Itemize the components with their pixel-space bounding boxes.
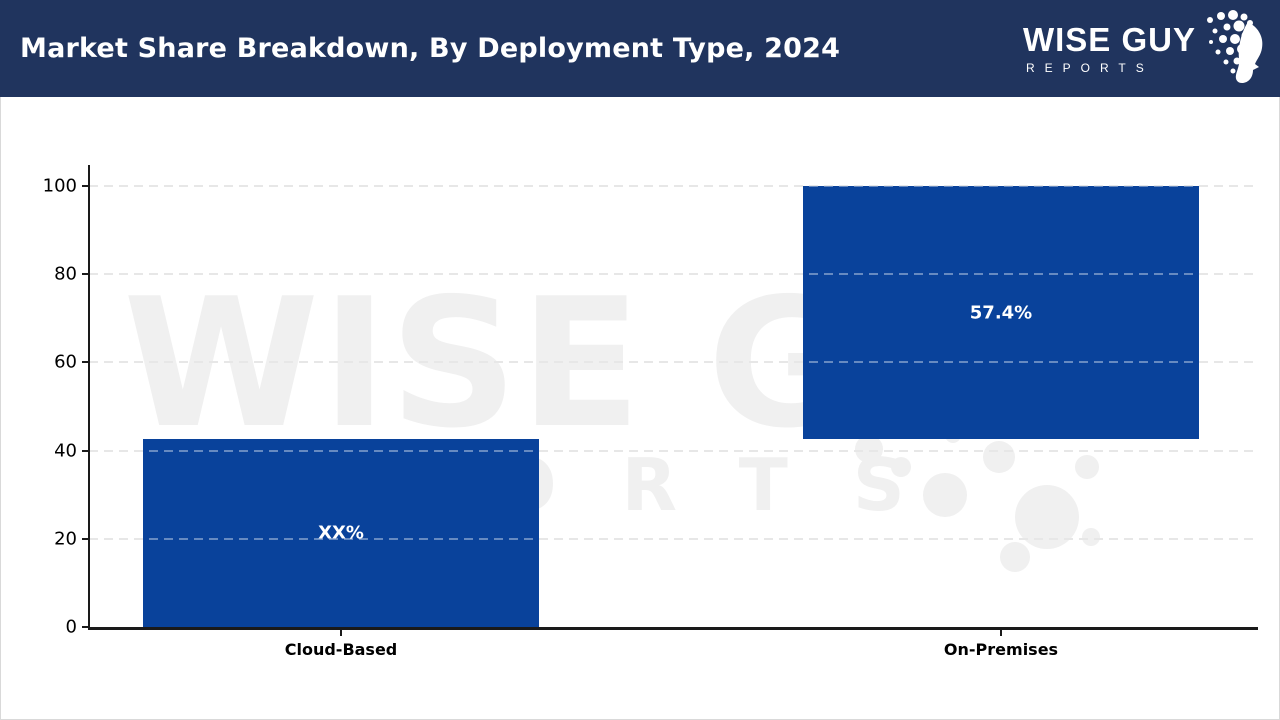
watermark-dot (1000, 542, 1030, 572)
x-axis-spine (88, 627, 1258, 630)
brand-subtitle: REPORTS (1025, 60, 1154, 75)
brand-name: WISE GUY (1022, 20, 1196, 58)
x-category-label-cloud-based: Cloud-Based (284, 640, 398, 659)
watermark-dot (855, 435, 883, 463)
bar-value-label-cloud-based: XX% (318, 522, 364, 544)
bar-cloud-based (143, 439, 539, 627)
y-tick-label-100: 100 (42, 175, 77, 197)
watermark-dot (923, 473, 967, 517)
gridline-40 (89, 449, 1257, 452)
page-title: Market Share Breakdown, By Deployment Ty… (20, 33, 841, 64)
watermark-dot (983, 441, 1015, 473)
brand-logo-text: WISE GUY REPORTS (1023, 23, 1196, 75)
gridline-overlay-60 (89, 361, 1257, 364)
gridline-overlay-40 (89, 449, 1257, 452)
y-tick-label-80: 80 (54, 263, 77, 285)
y-axis-spine (88, 165, 90, 629)
watermark-dot (891, 457, 911, 477)
x-tick-cloud-based (340, 630, 342, 636)
gridline-overlay-80 (89, 273, 1257, 276)
gridline-overlay-20 (89, 537, 1257, 540)
y-tick-80 (82, 273, 88, 276)
x-tick-on-premises (1000, 630, 1002, 636)
x-category-label-on-premises: On-Premises (943, 640, 1059, 659)
bar-on-premises (803, 186, 1199, 440)
chart-area: WISE GUY REPORTS XX% 57.4% 0 20 40 60 80 100 Clo… (0, 97, 1280, 720)
y-tick-0 (82, 626, 88, 628)
gridline-20 (89, 537, 1257, 540)
y-tick-40 (82, 449, 88, 452)
y-tick-label-20: 20 (54, 528, 77, 550)
bar-value-label-on-premises: 57.4% (969, 302, 1033, 324)
gridline-80 (89, 273, 1257, 276)
gridline-100 (89, 185, 1257, 187)
y-tick-20 (82, 537, 88, 540)
y-tick-label-60: 60 (54, 351, 77, 373)
watermark-dot (1082, 528, 1100, 546)
gridline-overlay-100 (89, 185, 1257, 187)
logo-face-icon (1207, 9, 1263, 83)
header: Market Share Breakdown, By Deployment Ty… (0, 0, 1280, 97)
brand-logo: WISE GUY REPORTS (1023, 9, 1264, 88)
y-tick-label-0: 0 (65, 616, 77, 638)
y-tick-label-40: 40 (54, 440, 77, 462)
watermark-dot (1075, 455, 1099, 479)
y-tick-100 (82, 185, 88, 187)
y-tick-60 (82, 361, 88, 364)
gridline-60 (89, 361, 1257, 364)
